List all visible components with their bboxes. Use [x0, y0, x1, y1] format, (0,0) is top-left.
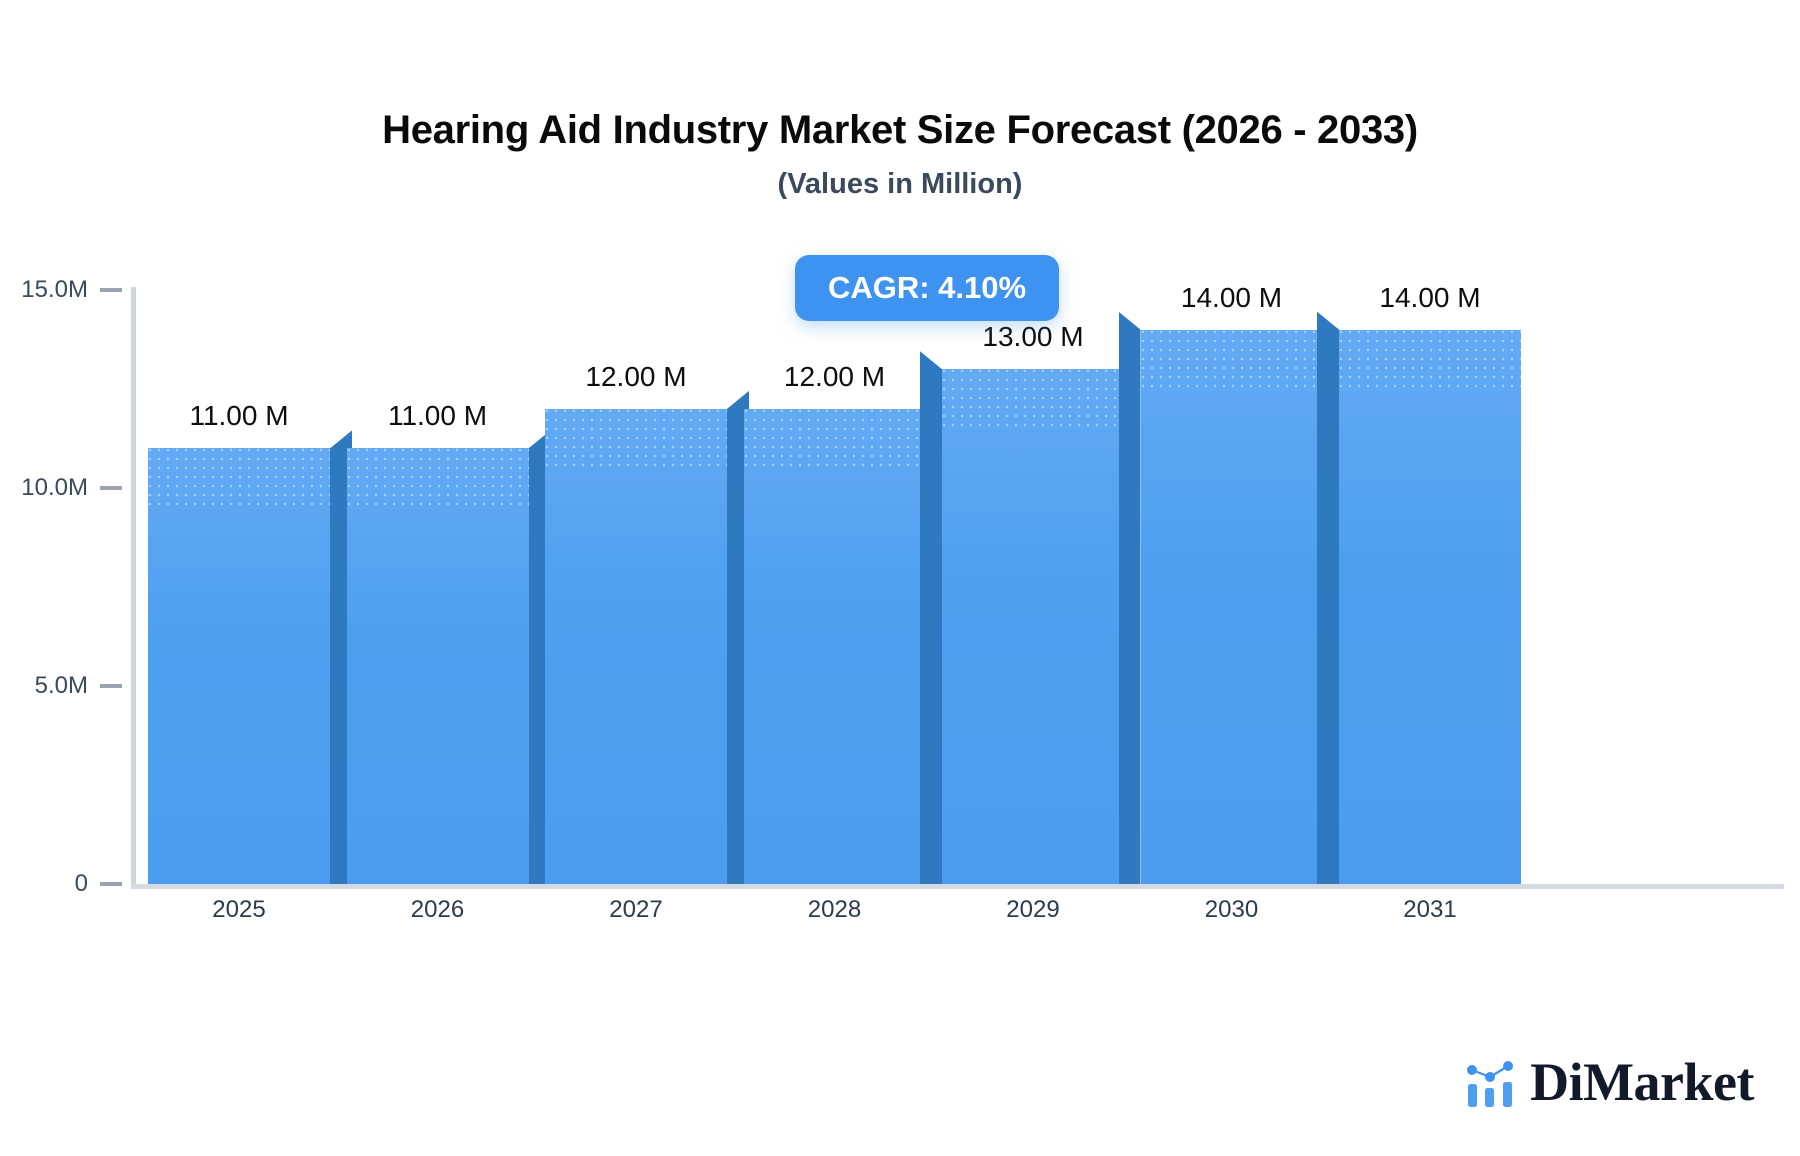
- brand-logo-text: DiMarket: [1530, 1052, 1754, 1113]
- bar-value-label: 11.00 M: [189, 400, 289, 432]
- bar-value-label: 14.00 M: [1379, 281, 1481, 313]
- bar-value-label: 13.00 M: [982, 321, 1084, 353]
- y-axis-tick-label: 5.0M: [34, 672, 88, 699]
- cagr-badge-label: CAGR: 4.10%: [827, 270, 1027, 305]
- bar-2027[interactable]: 12.00 M: [545, 361, 749, 884]
- bar-front-face: [942, 369, 1124, 884]
- bar-2030[interactable]: 14.00 M: [1118, 282, 1323, 884]
- bar-2028[interactable]: 12.00 M: [743, 361, 948, 884]
- bar-2026[interactable]: 11.00 M: [346, 400, 551, 884]
- y-axis-tick-label: 15.0M: [21, 276, 88, 303]
- bar-value-label: 12.00 M: [585, 360, 687, 392]
- bar-side-face: [920, 351, 942, 884]
- x-axis-label-2028: 2028: [807, 896, 862, 923]
- y-axis-tick-label: 0: [74, 870, 88, 897]
- y-axis-tick-label: 10.0M: [21, 474, 88, 501]
- x-axis-label-2027: 2027: [609, 896, 663, 923]
- chart-subtitle: (Values in Million): [777, 168, 1023, 200]
- brand-logo: DiMarket: [1464, 1052, 1754, 1113]
- bar-front-face: [743, 408, 926, 884]
- y-axis-tick-mark: [100, 882, 122, 886]
- y-axis-tick-mark: [100, 486, 122, 490]
- bar-front-face: [346, 448, 529, 884]
- x-axis-label-2026: 2026: [410, 896, 465, 923]
- x-axis-line: [131, 884, 1784, 889]
- x-axis-label-2031: 2031: [1403, 896, 1457, 923]
- bar-2025[interactable]: 11.00 M: [148, 400, 352, 884]
- bar-2031[interactable]: 14.00 M: [1317, 282, 1521, 884]
- bar-value-label: 11.00 M: [387, 400, 488, 432]
- bar-side-face: [1118, 311, 1141, 884]
- bar-front-face: [148, 448, 330, 884]
- bar-value-label: 14.00 M: [1180, 281, 1283, 313]
- bar-side-face: [1317, 311, 1339, 884]
- chart-bars-icon: [1464, 1058, 1516, 1108]
- y-axis-spine: [131, 287, 136, 885]
- y-axis-tick-mark: [100, 684, 122, 688]
- y-axis-tick-mark: [100, 288, 122, 292]
- bar-front-face: [545, 408, 727, 884]
- x-axis-label-2030: 2030: [1204, 896, 1259, 923]
- bar-2029[interactable]: 13.00 M: [920, 321, 1124, 884]
- x-axis-label-2029: 2029: [1006, 896, 1060, 923]
- page-title: Hearing Aid Industry Market Size Forecas…: [382, 108, 1418, 152]
- bar-value-label: 12.00 M: [783, 360, 886, 392]
- bar-front-face: [1140, 329, 1323, 884]
- bar-front-face: [1339, 329, 1521, 884]
- cagr-badge: CAGR: 4.10%: [795, 255, 1059, 321]
- x-axis-label-2025: 2025: [212, 896, 266, 923]
